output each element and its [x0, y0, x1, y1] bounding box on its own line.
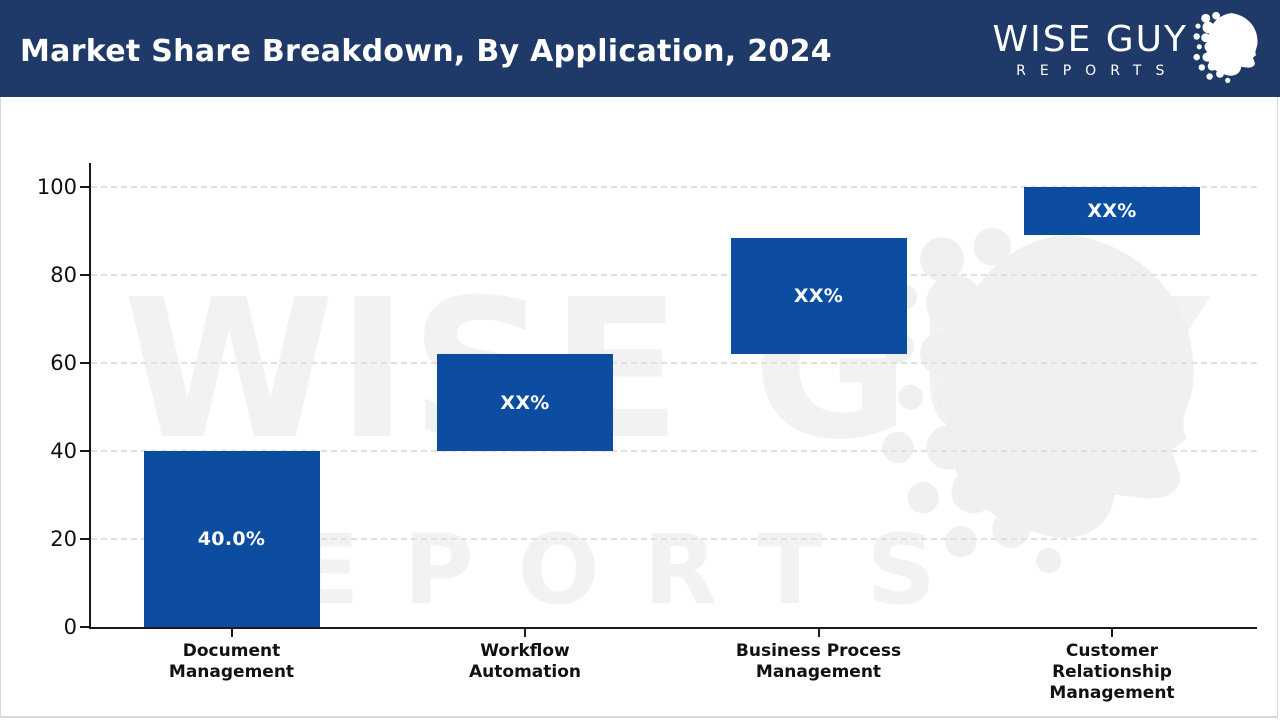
- bar: XX%: [437, 354, 613, 451]
- category-label-line: Relationship: [1052, 662, 1172, 682]
- category-label-line: Management: [168, 662, 295, 682]
- x-axis-tick: [230, 629, 233, 637]
- category-label-line: Business Process: [735, 641, 902, 661]
- y-axis-tick: [80, 274, 89, 276]
- bar-value-label: 40.0%: [197, 528, 266, 550]
- x-axis-category-label: Document Management: [87, 641, 377, 683]
- chart-area: WISE GUY REPORTS 40.0% XX% XX% XX% 0 20 40 60 80…: [0, 97, 1278, 718]
- gridline: [91, 450, 1257, 452]
- y-axis-tick: [80, 186, 89, 188]
- header-banner: Market Share Breakdown, By Application, …: [0, 0, 1280, 97]
- gridline: [91, 186, 1257, 188]
- y-axis-tick: [80, 362, 89, 364]
- logo-wordmark-bottom: REPORTS: [1016, 63, 1179, 79]
- x-axis-category-label: Workflow Automation: [380, 641, 670, 683]
- x-axis-tick: [524, 629, 526, 637]
- wise-guy-reports-logo: WISE GUY REPORTS: [993, 6, 1269, 94]
- y-axis-tick-label: 100: [36, 175, 77, 199]
- gridline: [91, 274, 1257, 276]
- category-label-line: Management: [1049, 683, 1175, 703]
- y-axis-tick-label: 0: [63, 615, 77, 639]
- category-label-line: Automation: [469, 662, 581, 682]
- logo-wordmark: WISE GUY REPORTS: [993, 20, 1189, 80]
- dotted-head-profile-icon: [1193, 11, 1258, 83]
- category-label-line: Customer: [1065, 641, 1159, 661]
- bar: XX%: [730, 237, 907, 355]
- logo-wordmark-top: WISE GUY: [992, 19, 1188, 60]
- bar: XX%: [1024, 187, 1200, 236]
- y-axis-tick-label: 40: [50, 439, 77, 463]
- bar: 40.0%: [143, 451, 320, 627]
- x-axis-tick: [1111, 629, 1113, 637]
- category-label-line: Workflow: [480, 641, 570, 661]
- gridline: [91, 538, 1257, 540]
- y-axis-tick-label: 60: [50, 351, 77, 375]
- y-axis-tick: [80, 538, 89, 540]
- bar-value-label: XX%: [500, 391, 550, 414]
- y-axis-tick: [80, 626, 89, 628]
- y-axis-tick-label: 20: [50, 527, 77, 551]
- gridline: [91, 362, 1257, 364]
- category-label-line: Management: [755, 662, 882, 682]
- x-axis-category-label: Customer Relationship Management: [967, 641, 1257, 704]
- x-axis-tick: [817, 629, 820, 637]
- y-axis-line: [89, 163, 91, 629]
- y-axis-tick: [80, 450, 89, 452]
- bar-value-label: XX%: [1087, 200, 1137, 223]
- y-axis-tick-label: 80: [50, 263, 77, 287]
- category-label-line: Document: [182, 641, 281, 661]
- x-axis-line: [89, 627, 1257, 629]
- bar-value-label: XX%: [793, 284, 844, 307]
- chart-title: Market Share Breakdown, By Application, …: [20, 34, 832, 69]
- x-axis-category-label: Business Process Management: [674, 641, 964, 683]
- plot: 40.0% XX% XX% XX% 0 20 40 60 80 100 Document Manage…: [1, 97, 1277, 716]
- watermark-head-icon: [882, 227, 1194, 574]
